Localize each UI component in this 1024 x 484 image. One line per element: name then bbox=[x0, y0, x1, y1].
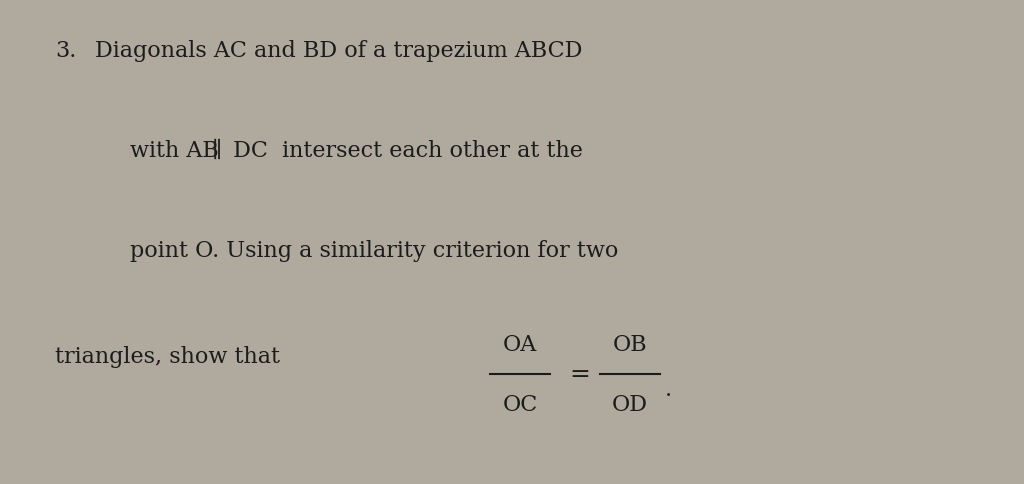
Text: OB: OB bbox=[612, 333, 647, 355]
Text: =: = bbox=[569, 363, 591, 386]
Text: OA: OA bbox=[503, 333, 538, 355]
Text: DC  intersect each other at the: DC intersect each other at the bbox=[226, 140, 583, 162]
Text: 3.: 3. bbox=[55, 40, 77, 62]
Text: triangles, show that: triangles, show that bbox=[55, 345, 280, 367]
Text: .: . bbox=[665, 378, 672, 400]
Text: ∥: ∥ bbox=[212, 140, 222, 162]
Text: with AB: with AB bbox=[130, 140, 226, 162]
Text: OD: OD bbox=[612, 393, 648, 415]
Text: point O. Using a similarity criterion for two: point O. Using a similarity criterion fo… bbox=[130, 240, 618, 261]
Text: Diagonals AC and BD of a trapezium ABCD: Diagonals AC and BD of a trapezium ABCD bbox=[95, 40, 583, 62]
Text: OC: OC bbox=[503, 393, 538, 415]
